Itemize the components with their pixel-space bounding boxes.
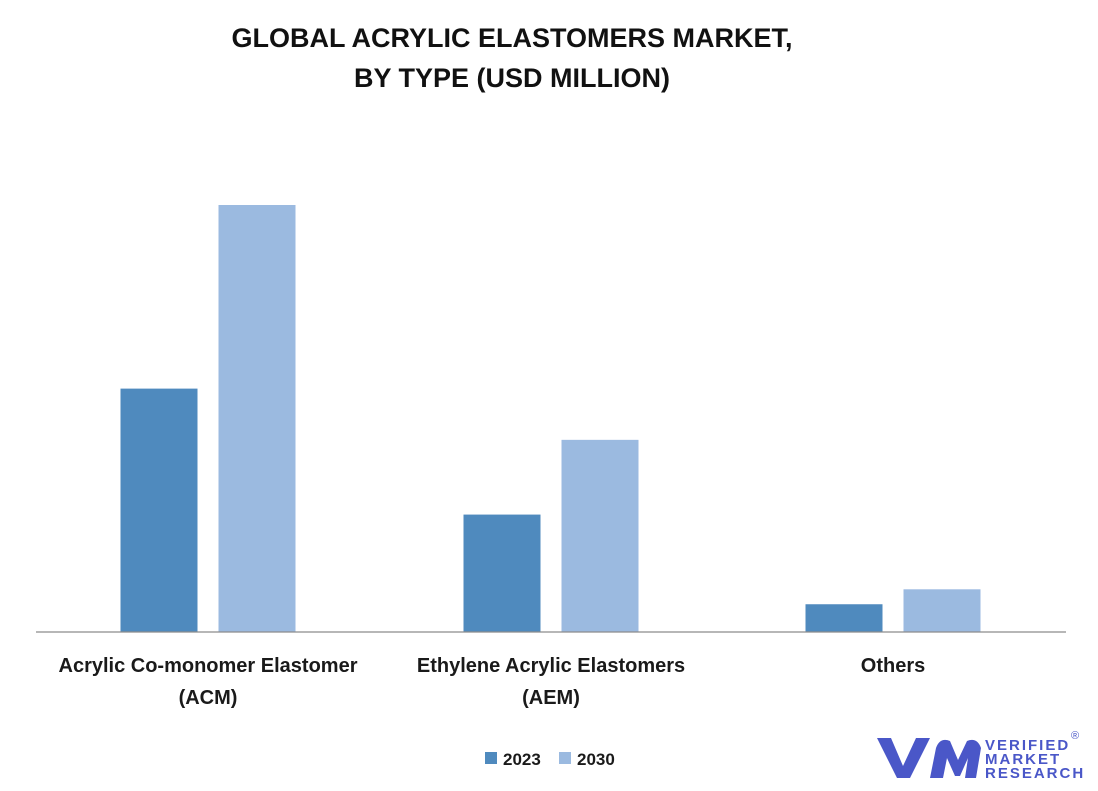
chart-title: GLOBAL ACRYLIC ELASTOMERS MARKET, BY TYP… [231, 23, 792, 93]
chart-title-line-2: BY TYPE (USD MILLION) [354, 63, 670, 93]
chart-title-line-1: GLOBAL ACRYLIC ELASTOMERS MARKET, [231, 23, 792, 53]
verified-market-research-logo: VERIFIED MARKET RESEARCH ® [877, 730, 1085, 782]
legend-label-2023: 2023 [503, 750, 541, 769]
registered-mark: ® [1071, 730, 1079, 742]
bar-acm-2023 [120, 388, 198, 632]
logo-text-research: RESEARCH [985, 765, 1085, 782]
legend-swatch-2023 [485, 752, 497, 764]
bar-aem-2023 [463, 514, 541, 632]
category-label-acm-line-2: (ACM) [179, 687, 238, 709]
legend-swatch-2030 [559, 752, 571, 764]
bar-others-2030 [903, 589, 981, 632]
legend: 2023 2030 [485, 750, 615, 769]
logo-text-verified: VERIFIED [985, 737, 1070, 754]
vmr-logo-icon [877, 738, 981, 778]
logo-text-market: MARKET [985, 751, 1061, 768]
category-label-acm-line-1: Acrylic Co-monomer Elastomer [59, 655, 358, 677]
bar-aem-2030 [561, 439, 639, 632]
category-labels: Acrylic Co-monomer Elastomer (ACM) Ethyl… [59, 655, 926, 709]
bar-others-2023 [805, 604, 883, 632]
bar-acm-2030 [218, 205, 296, 632]
category-label-aem-line-1: Ethylene Acrylic Elastomers [417, 655, 685, 677]
category-label-aem-line-2: (AEM) [522, 687, 580, 709]
legend-label-2030: 2030 [577, 750, 615, 769]
bars-layer [120, 205, 981, 632]
category-label-others: Others [861, 655, 925, 677]
